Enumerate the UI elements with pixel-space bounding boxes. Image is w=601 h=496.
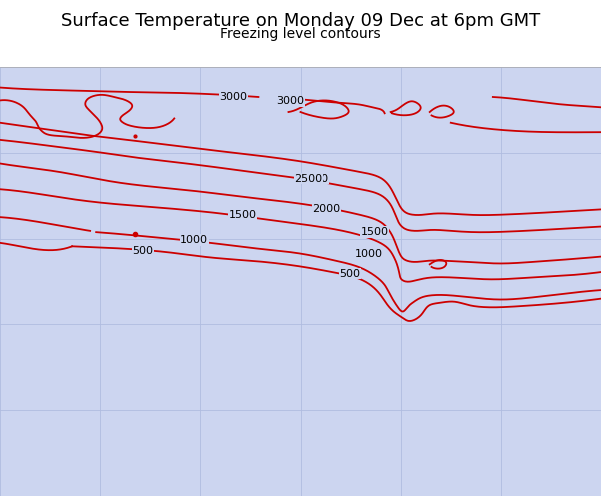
Text: 2500: 2500: [294, 174, 323, 184]
Text: 3000: 3000: [276, 96, 305, 106]
Text: 2500: 2500: [300, 174, 329, 184]
Text: 500: 500: [132, 246, 153, 256]
Text: 3000: 3000: [219, 92, 248, 102]
Text: 1000: 1000: [180, 235, 209, 245]
Text: 1500: 1500: [361, 227, 389, 237]
Text: Surface Temperature on Monday 09 Dec at 6pm GMT: Surface Temperature on Monday 09 Dec at …: [61, 12, 540, 30]
Text: 500: 500: [340, 269, 361, 279]
Text: 1000: 1000: [355, 248, 383, 258]
Text: 2000: 2000: [313, 203, 341, 214]
Text: 1500: 1500: [228, 210, 257, 220]
Text: Freezing level contours: Freezing level contours: [220, 27, 381, 41]
